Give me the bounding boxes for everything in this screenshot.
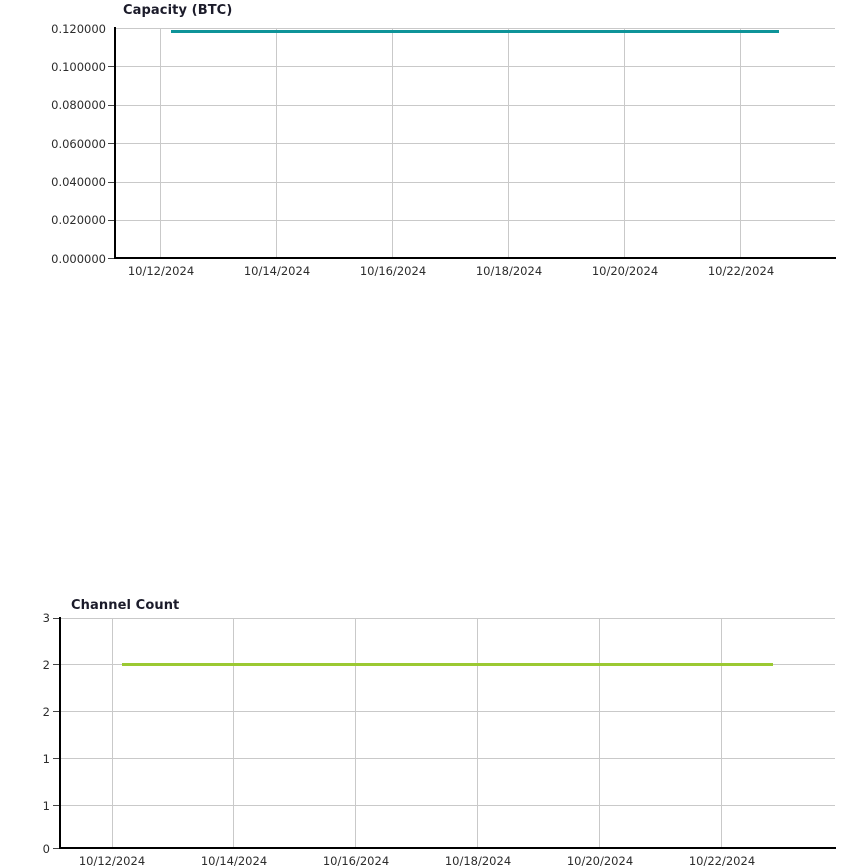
y-tick-mark (53, 758, 59, 759)
gridline-vertical (477, 618, 478, 848)
channel-count-y-axis (59, 617, 61, 849)
channel-count-y-tick-label: 0 (42, 842, 50, 856)
channel-count-y-tick-label: 1 (42, 799, 50, 813)
gridline-horizontal (60, 758, 835, 759)
capacity-x-tick-label: 10/12/2024 (127, 264, 195, 278)
channel-count-y-tick-label: 2 (42, 705, 50, 719)
capacity-plot-area (115, 28, 835, 258)
capacity-y-tick-label: 0.000000 (51, 252, 106, 266)
gridline-horizontal (115, 143, 835, 144)
channel-count-x-axis (59, 847, 836, 849)
capacity-y-tick-label: 0.120000 (51, 22, 106, 36)
channel-count-y-tick-label: 1 (42, 752, 50, 766)
gridline-vertical (160, 28, 161, 258)
capacity-y-tick-label: 0.080000 (51, 98, 106, 112)
gridline-horizontal (60, 711, 835, 712)
gridline-horizontal (60, 805, 835, 806)
channel-count-x-tick-label: 10/20/2024 (566, 854, 634, 868)
channel-count-x-tick-label: 10/14/2024 (200, 854, 268, 868)
channel-count-x-tick-label: 10/18/2024 (444, 854, 512, 868)
gridline-vertical (721, 618, 722, 848)
y-tick-mark (53, 805, 59, 806)
channel-count-plot-area (60, 618, 835, 848)
capacity-y-tick-label: 0.060000 (51, 137, 106, 151)
capacity-y-tick-label: 0.040000 (51, 175, 106, 189)
channel-count-x-tick-label: 10/22/2024 (688, 854, 756, 868)
channel-count-chart-panel: Channel Count 3 2 2 1 1 0 10/12/2024 10/… (0, 300, 860, 868)
y-tick-mark (53, 618, 59, 619)
gridline-vertical (599, 618, 600, 848)
gridline-vertical (355, 618, 356, 848)
channel-count-x-tick-label: 10/12/2024 (78, 854, 146, 868)
gridline-vertical (508, 28, 509, 258)
capacity-x-tick-label: 10/14/2024 (243, 264, 311, 278)
capacity-y-tick-label: 0.100000 (51, 60, 106, 74)
gridline-vertical (624, 28, 625, 258)
capacity-x-tick-label: 10/16/2024 (359, 264, 427, 278)
capacity-series-line (171, 30, 779, 33)
gridline-vertical (392, 28, 393, 258)
y-tick-mark (108, 220, 114, 221)
y-tick-mark (53, 848, 59, 849)
channel-count-x-tick-label: 10/16/2024 (322, 854, 390, 868)
capacity-x-tick-label: 10/18/2024 (475, 264, 543, 278)
gridline-horizontal (115, 220, 835, 221)
y-tick-mark (108, 66, 114, 67)
y-tick-mark (108, 143, 114, 144)
capacity-y-tick-label: 0.020000 (51, 213, 106, 227)
y-tick-mark (108, 105, 114, 106)
capacity-x-axis (114, 257, 836, 259)
gridline-horizontal (60, 618, 835, 619)
channel-count-y-tick-label: 3 (42, 611, 50, 625)
capacity-chart-title: Capacity (BTC) (123, 3, 233, 18)
capacity-x-tick-label: 10/22/2024 (707, 264, 775, 278)
gridline-vertical (112, 618, 113, 848)
y-tick-mark (108, 258, 114, 259)
y-tick-mark (53, 711, 59, 712)
gridline-vertical (276, 28, 277, 258)
y-tick-mark (108, 182, 114, 183)
gridline-horizontal (115, 28, 835, 29)
gridline-horizontal (115, 66, 835, 67)
gridline-horizontal (115, 105, 835, 106)
gridline-horizontal (115, 182, 835, 183)
channel-count-series-line (122, 663, 773, 666)
gridline-vertical (740, 28, 741, 258)
y-tick-mark (53, 664, 59, 665)
capacity-chart-panel: Capacity (BTC) 0.120000 0.100000 0.08000… (0, 0, 860, 300)
channel-count-y-tick-label: 2 (42, 658, 50, 672)
gridline-vertical (233, 618, 234, 848)
capacity-y-axis (114, 27, 116, 259)
channel-count-chart-title: Channel Count (71, 598, 180, 613)
capacity-x-tick-label: 10/20/2024 (591, 264, 659, 278)
